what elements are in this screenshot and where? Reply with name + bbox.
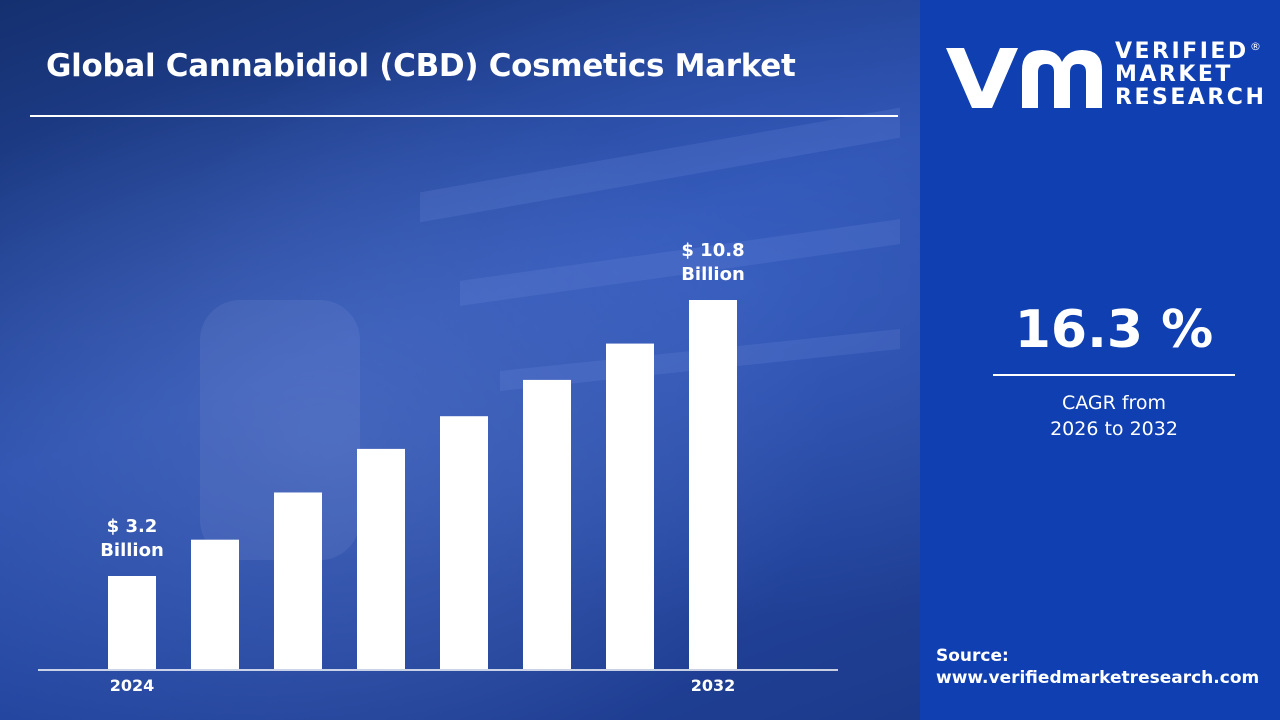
bar-3 bbox=[357, 448, 405, 669]
bar-chart: 2024 2032 $ 3.2 Billion $ 10.8 Billion bbox=[38, 240, 838, 695]
cagr-value: 16.3 % bbox=[1014, 300, 1214, 360]
bar-6 bbox=[606, 343, 654, 669]
cagr-divider bbox=[993, 374, 1235, 376]
brand-name: VERIFIED MARKET RESEARCH bbox=[1115, 40, 1266, 109]
x-tick-label: 2032 bbox=[691, 676, 736, 695]
cagr-label-line2: 2026 to 2032 bbox=[1050, 418, 1178, 440]
cagr-label: CAGR from 2026 to 2032 bbox=[993, 390, 1235, 442]
cagr-label-line1: CAGR from bbox=[1061, 392, 1167, 414]
brand-line-2: MARKET bbox=[1115, 62, 1233, 87]
source: Source: www.verifiedmarketresearch.com bbox=[936, 645, 1259, 689]
chart-title: Global Cannabidiol (CBD) Cosmetics Marke… bbox=[46, 48, 796, 84]
bar-1 bbox=[191, 539, 239, 669]
data-label-unit: Billion bbox=[681, 264, 745, 285]
bar-7 bbox=[689, 300, 737, 669]
x-tick-label: 2024 bbox=[110, 676, 155, 695]
bar-4 bbox=[440, 416, 488, 669]
data-label-value: $ 10.8 bbox=[681, 240, 744, 261]
brand-line-3: RESEARCH bbox=[1115, 85, 1267, 110]
vmr-logo-icon bbox=[946, 48, 1102, 108]
data-label-value: $ 3.2 bbox=[107, 516, 158, 537]
brand-line-1: VERIFIED bbox=[1115, 39, 1249, 64]
info-panel bbox=[920, 0, 1280, 720]
source-label: Source: bbox=[936, 646, 1009, 666]
bar-2 bbox=[274, 492, 322, 669]
source-url[interactable]: www.verifiedmarketresearch.com bbox=[936, 668, 1260, 688]
title-divider bbox=[30, 115, 898, 117]
data-label-unit: Billion bbox=[100, 540, 164, 561]
bar-0 bbox=[108, 576, 156, 669]
bar-5 bbox=[523, 379, 571, 669]
registered-mark: ® bbox=[1250, 40, 1261, 53]
